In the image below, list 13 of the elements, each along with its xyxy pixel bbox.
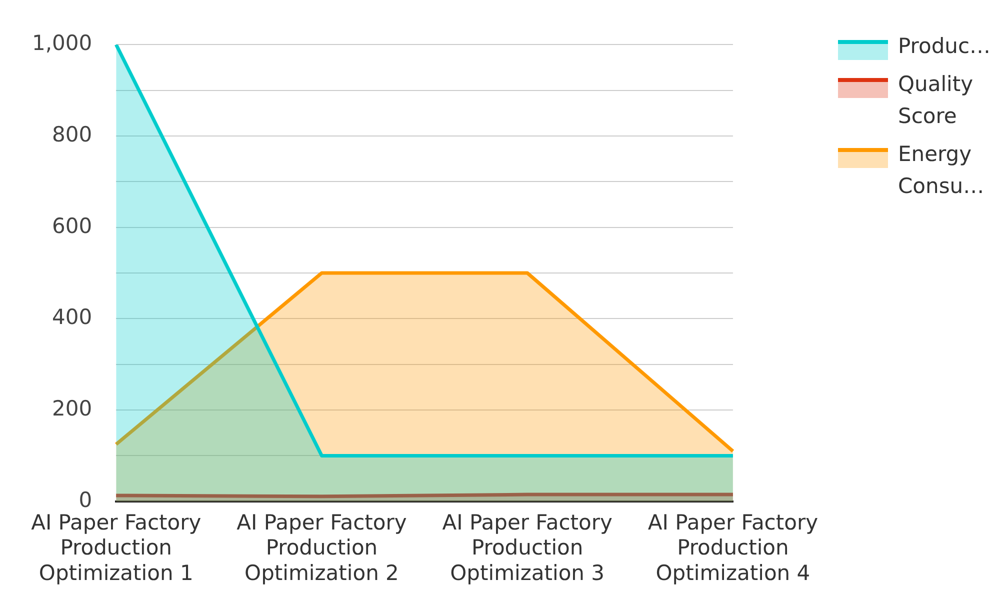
y-tick-label: 0 xyxy=(78,488,92,512)
y-tick-label: 600 xyxy=(52,214,92,238)
x-tick-label: AI Paper Factory Production Optimization 3 xyxy=(442,510,612,585)
legend-label: Energy Consu… xyxy=(898,141,986,200)
x-tick-label: AI Paper Factory Production Optimization 2 xyxy=(236,510,407,585)
y-tick-label: 800 xyxy=(52,122,92,146)
legend-label: Produc… xyxy=(898,33,991,60)
x-tick-label: AI Paper Factory Production Optimization 1 xyxy=(31,510,202,585)
y-tick-label: 200 xyxy=(52,396,92,420)
legend-label: Quality Score xyxy=(898,71,974,130)
y-tick-label: 1,000 xyxy=(32,31,92,56)
x-tick-label: AI Paper Factory Production Optimization 4 xyxy=(648,510,818,585)
y-tick-label: 400 xyxy=(52,305,92,330)
